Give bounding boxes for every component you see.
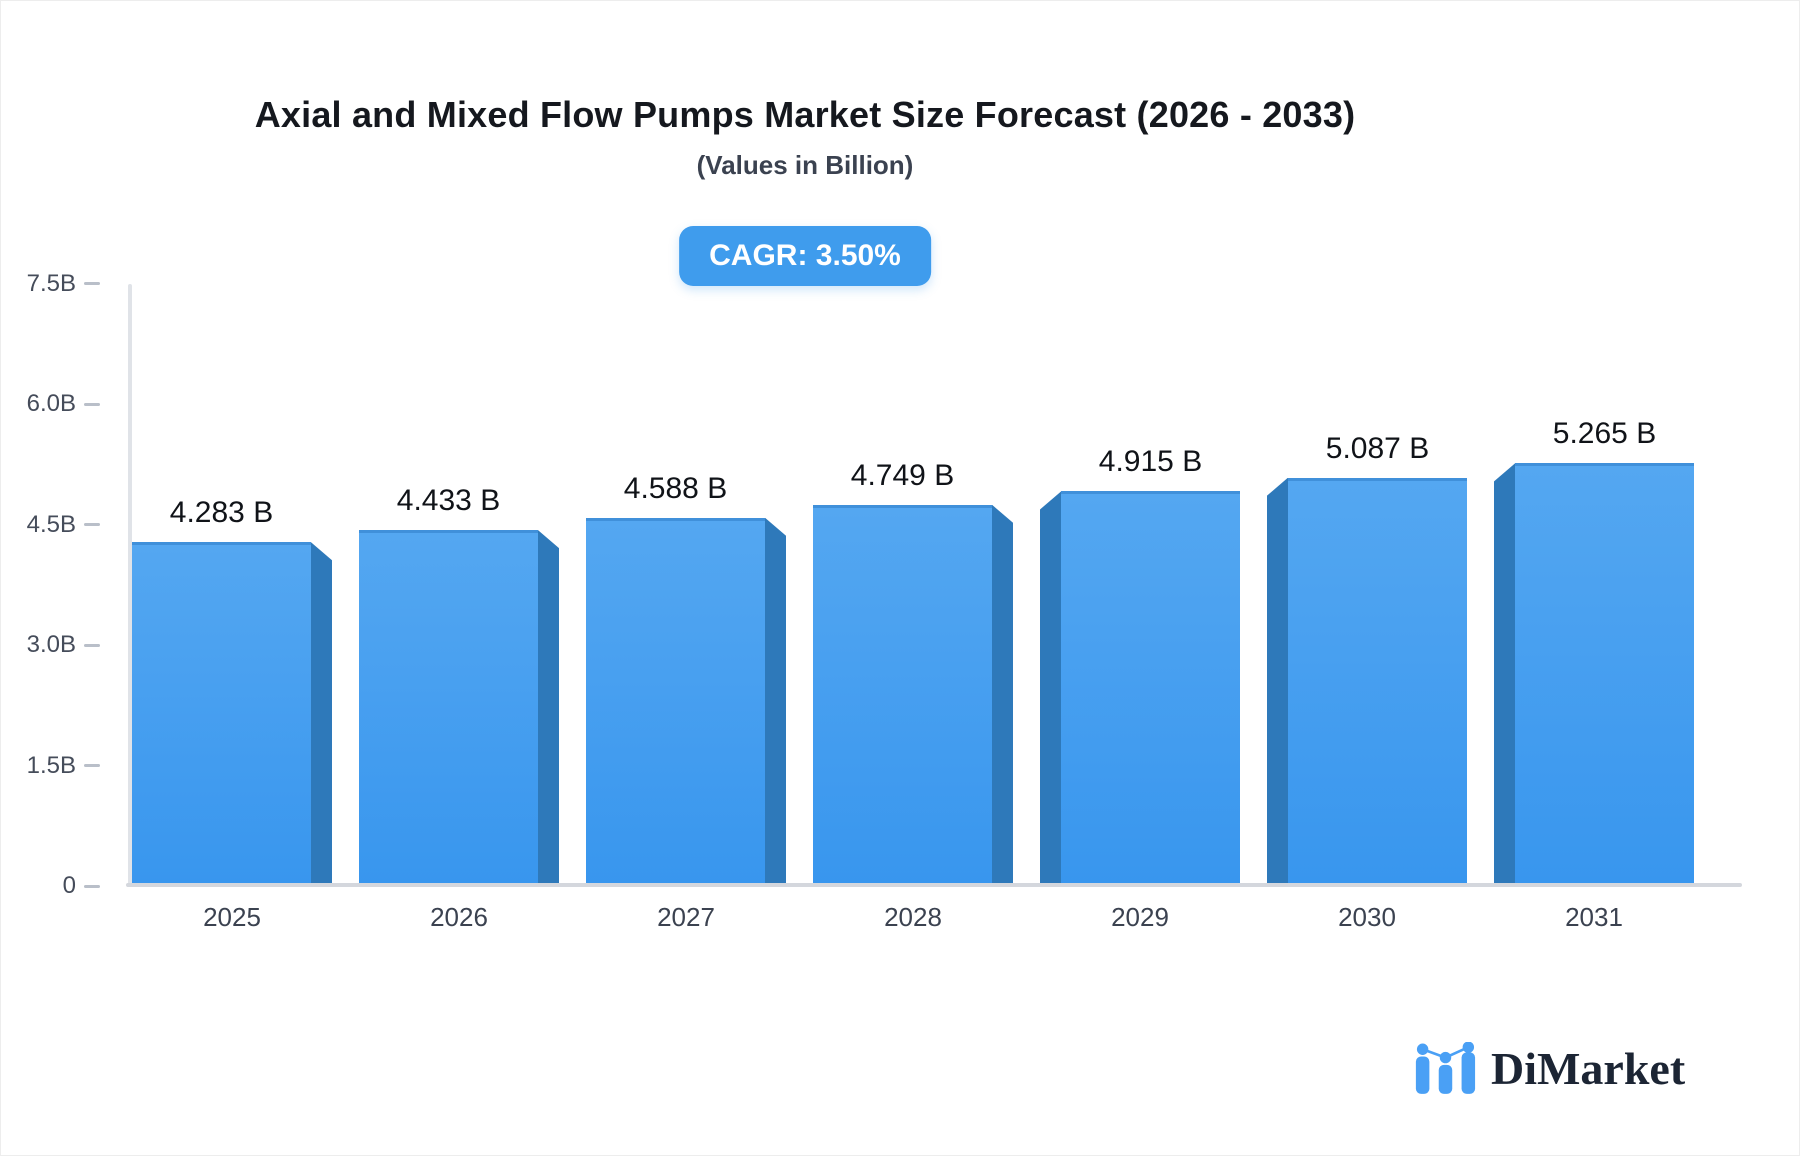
brand-name: DiMarket: [1491, 1043, 1686, 1094]
y-tick-label: 4.5B: [26, 510, 76, 538]
y-tick-mark: [84, 402, 100, 406]
bar-side-3d: [1040, 491, 1061, 886]
bar-side-3d: [1267, 477, 1288, 886]
y-tick-label: 0: [62, 872, 76, 899]
bar-value-label: 5.087 B: [1325, 431, 1430, 465]
bar-face: [1515, 463, 1694, 886]
bar-face: [586, 517, 765, 886]
bar-value-label: 5.265 B: [1552, 417, 1657, 451]
y-axis-line: [128, 284, 132, 886]
x-axis-label: 2028: [884, 902, 942, 932]
bar-side-3d: [311, 542, 332, 886]
bar-side-3d: [1494, 463, 1515, 886]
chart-title: Axial and Mixed Flow Pumps Market Size F…: [254, 94, 1356, 135]
y-tick-mark: [84, 282, 100, 286]
bar-side-3d: [992, 504, 1013, 886]
y-tick-label: 7.5B: [26, 269, 76, 297]
bar-value-label: 4.433 B: [396, 484, 501, 518]
y-tick-label: 3.0B: [26, 631, 76, 659]
x-axis-line: [126, 883, 1742, 887]
x-axis-label: 2027: [657, 902, 715, 932]
y-tick-label: 6.0B: [26, 390, 76, 418]
bar-face: [1061, 491, 1240, 886]
y-tick-mark: [84, 884, 100, 888]
bar-face: [359, 530, 538, 886]
bar-chart-logo-icon: [1415, 1042, 1476, 1094]
bar-value-label: 4.283 B: [169, 496, 274, 530]
y-tick-label: 1.5B: [26, 751, 76, 779]
bar-face: [132, 542, 311, 886]
chart-subtitle: (Values in Billion): [696, 150, 914, 180]
bar-value-label: 4.915 B: [1098, 445, 1203, 479]
bar-face: [1288, 477, 1467, 886]
bar-side-3d: [765, 517, 786, 886]
cagr-badge: CAGR: 3.50%: [679, 226, 931, 286]
x-axis-label: 2030: [1338, 902, 1396, 932]
x-axis-label: 2026: [430, 902, 488, 932]
y-tick-mark: [84, 523, 100, 527]
bar-face: [813, 504, 992, 886]
x-axis-label: 2025: [203, 902, 261, 932]
x-axis-label: 2031: [1565, 902, 1623, 932]
x-axis-label: 2029: [1111, 902, 1169, 932]
brand-logo: DiMarket: [1413, 1040, 1685, 1098]
bar-value-label: 4.588 B: [623, 471, 728, 505]
bar-side-3d: [538, 530, 559, 886]
y-tick-mark: [84, 764, 100, 768]
bar-value-label: 4.749 B: [850, 458, 955, 492]
y-tick-mark: [84, 643, 100, 647]
